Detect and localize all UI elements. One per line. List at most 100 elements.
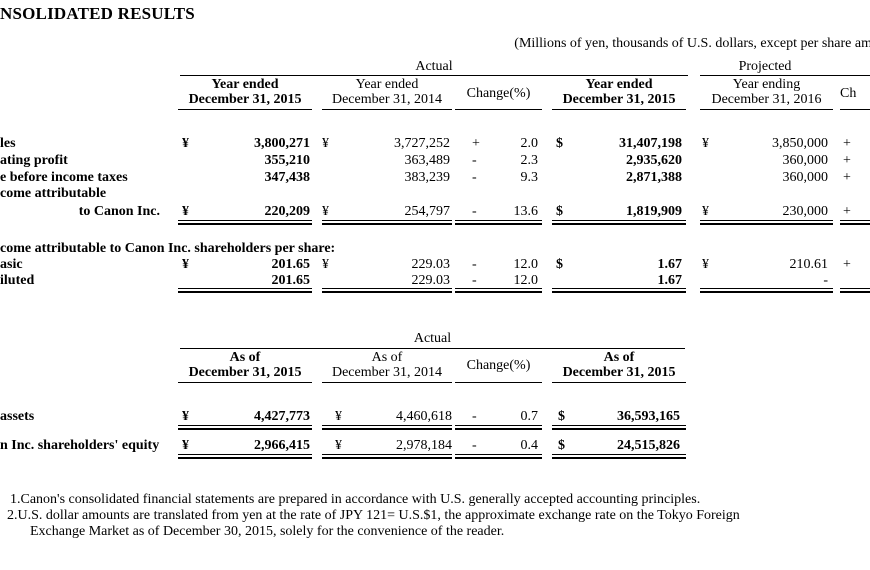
yen-2015-value: 201.65 bbox=[271, 273, 311, 288]
yen-2015-value: 220,209 bbox=[264, 204, 311, 219]
change-sign: - bbox=[472, 273, 477, 288]
yen-2014-value: 363,489 bbox=[404, 153, 451, 168]
t2-row-rule bbox=[322, 454, 452, 460]
yen-2016-value: 3,850,000 bbox=[772, 136, 828, 151]
t1-col3-header: Change(%) bbox=[466, 86, 531, 101]
usd-2015-value: 2,871,388 bbox=[626, 170, 682, 185]
t1-col6-underline bbox=[840, 109, 870, 111]
t1-col2-header-line1: Year ended bbox=[355, 77, 419, 92]
yen-2014-value: 229.03 bbox=[411, 273, 451, 288]
t1-total-rule bbox=[552, 220, 686, 226]
dollar-symbol: $ bbox=[556, 136, 563, 151]
per-share-rule bbox=[552, 288, 686, 294]
yen-symbol: ¥ bbox=[702, 136, 709, 151]
yen-2015-value: 355,210 bbox=[264, 153, 311, 168]
yen-2014-value: 229.03 bbox=[411, 257, 451, 272]
dollar-symbol: $ bbox=[556, 257, 563, 272]
change-sign: - bbox=[472, 409, 477, 424]
t1-col1-underline bbox=[178, 109, 312, 111]
yen-symbol: ¥ bbox=[322, 257, 329, 272]
t2-col2-header-line2: December 31, 2014 bbox=[331, 364, 443, 380]
per-share-rule bbox=[840, 288, 870, 294]
footnote-1: 1.Canon's consolidated financial stateme… bbox=[10, 492, 701, 507]
change-sign: - bbox=[472, 204, 477, 219]
yen-2015-value: 3,800,271 bbox=[254, 136, 310, 151]
yen-2016-value: 360,000 bbox=[782, 153, 829, 168]
yen-symbol: ¥ bbox=[182, 204, 189, 219]
change-value: 0.7 bbox=[520, 409, 539, 424]
projected-change-sign: + bbox=[843, 153, 851, 168]
per-share-rule bbox=[322, 288, 452, 294]
t2-col1-header: As of December 31, 2015 bbox=[178, 350, 312, 380]
row-label: n Inc. shareholders' equity bbox=[0, 438, 160, 453]
usd-2015-value: 31,407,198 bbox=[619, 136, 682, 151]
t1-col5-header-line1: Year ending bbox=[732, 77, 801, 92]
yen-symbol: ¥ bbox=[182, 136, 189, 151]
t2-row-rule bbox=[552, 454, 686, 460]
usd-2015-value: 36,593,165 bbox=[617, 409, 680, 424]
units-note: (Millions of yen, thousands of U.S. doll… bbox=[514, 36, 870, 51]
t1-actual-group-label: Actual bbox=[415, 59, 453, 74]
dollar-symbol: $ bbox=[558, 409, 565, 424]
yen-2015-value: 347,438 bbox=[264, 170, 311, 185]
change-value: 2.0 bbox=[520, 136, 539, 151]
yen-2015-value: 4,427,773 bbox=[254, 409, 310, 424]
footnote-2-continued: Exchange Market as of December 30, 2015,… bbox=[30, 524, 505, 539]
yen-symbol: ¥ bbox=[702, 257, 709, 272]
yen-2014-value: 4,460,618 bbox=[396, 409, 452, 424]
change-value: 2.3 bbox=[520, 153, 539, 168]
projected-change-sign: + bbox=[843, 204, 851, 219]
t2-row-rule bbox=[552, 425, 686, 431]
t1-col5-header: Year ending December 31, 2016 bbox=[700, 77, 833, 107]
t1-total-rule bbox=[178, 220, 312, 226]
t2-col1-underline bbox=[178, 382, 312, 384]
t1-col2-header: Year ended December 31, 2014 bbox=[322, 77, 452, 107]
t1-projected-group-rule bbox=[700, 75, 870, 77]
row-label: assets bbox=[0, 409, 35, 424]
change-value: 13.6 bbox=[513, 204, 539, 219]
yen-symbol: ¥ bbox=[322, 204, 329, 219]
yen-symbol: ¥ bbox=[182, 409, 189, 424]
projected-change-sign: + bbox=[843, 136, 851, 151]
yen-2016-value: 210.61 bbox=[789, 257, 829, 272]
t1-col1-header: Year ended December 31, 2015 bbox=[178, 77, 312, 107]
t1-projected-group-label: Projected bbox=[738, 59, 792, 74]
t1-col4-header-line1: Year ended bbox=[585, 77, 653, 92]
per-share-heading: come attributable to Canon Inc. sharehol… bbox=[0, 241, 336, 256]
yen-symbol: ¥ bbox=[702, 204, 709, 219]
yen-2016-value: 360,000 bbox=[782, 170, 829, 185]
yen-symbol: ¥ bbox=[335, 438, 342, 453]
t2-col3-header: Change(%) bbox=[466, 358, 531, 373]
t2-col4-header-line1: As of bbox=[603, 350, 635, 365]
row-label: come attributable bbox=[0, 186, 107, 201]
t1-col2-header-line2: December 31, 2014 bbox=[331, 91, 443, 107]
projected-change-sign: + bbox=[843, 170, 851, 185]
change-sign: - bbox=[472, 170, 477, 185]
t2-row-rule bbox=[455, 454, 542, 460]
row-label: ating profit bbox=[0, 153, 68, 168]
t2-col1-header-line2: December 31, 2015 bbox=[188, 364, 302, 380]
per-share-rule bbox=[700, 288, 833, 294]
t2-col4-underline bbox=[552, 382, 686, 384]
yen-symbol: ¥ bbox=[322, 136, 329, 151]
footnote-2: 2.U.S. dollar amounts are translated fro… bbox=[7, 508, 740, 523]
yen-2014-value: 2,978,184 bbox=[396, 438, 452, 453]
t2-row-rule bbox=[178, 425, 312, 431]
t1-col1-header-line1: Year ended bbox=[211, 77, 279, 92]
change-value: 12.0 bbox=[513, 273, 539, 288]
row-label: asic bbox=[0, 257, 23, 272]
change-sign: - bbox=[472, 153, 477, 168]
change-sign: - bbox=[472, 438, 477, 453]
t2-col3-underline bbox=[455, 382, 542, 384]
row-label-continued: to Canon Inc. bbox=[78, 204, 160, 219]
t1-col2-underline bbox=[322, 109, 452, 111]
t1-total-rule bbox=[840, 220, 870, 226]
t1-col3-underline bbox=[455, 109, 542, 111]
change-sign: - bbox=[472, 257, 477, 272]
yen-symbol: ¥ bbox=[335, 409, 342, 424]
per-share-rule bbox=[455, 288, 542, 294]
yen-2016-value: 230,000 bbox=[782, 204, 829, 219]
row-label: e before income taxes bbox=[0, 170, 128, 185]
change-value: 9.3 bbox=[520, 170, 539, 185]
per-share-rule bbox=[178, 288, 312, 294]
